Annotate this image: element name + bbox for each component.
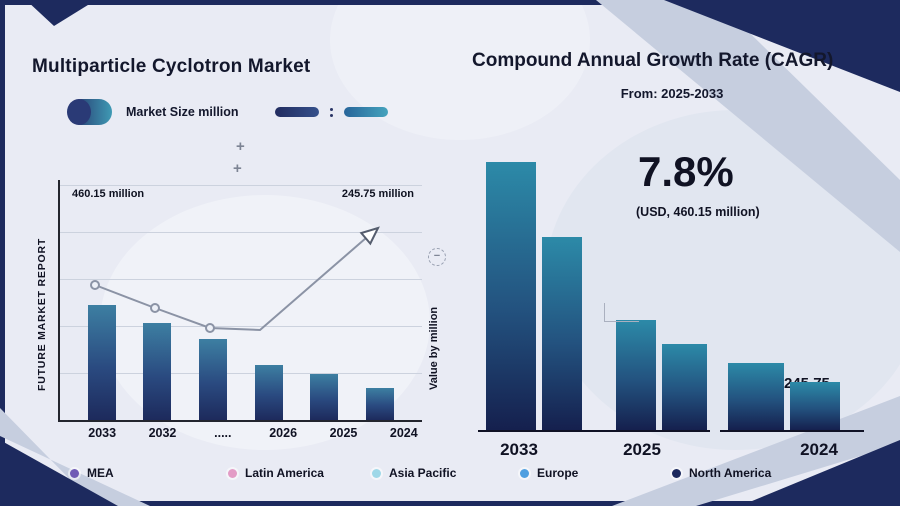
left-bar-slot bbox=[249, 365, 289, 420]
legend-item-north-america: North America bbox=[672, 466, 771, 480]
left-bar-slot bbox=[193, 339, 233, 420]
right-bar-group-2025 bbox=[616, 320, 707, 430]
legend-label: Latin America bbox=[245, 466, 324, 480]
right-axis-label-2033: 2033 bbox=[500, 440, 538, 459]
left-bar-slot bbox=[82, 305, 122, 420]
cagr-note: (USD, 460.15 million) bbox=[636, 205, 760, 219]
left-axis-label-2025: 2025 bbox=[329, 426, 358, 440]
baseline-left bbox=[478, 430, 710, 432]
left-bar-2026 bbox=[254, 365, 283, 420]
bracket-decoration bbox=[604, 303, 639, 322]
trend-marker bbox=[205, 323, 215, 333]
left-axis-label-2024: 2024 bbox=[389, 426, 418, 440]
left-y-axis-label: FUTURE MARKET REPORT bbox=[36, 237, 48, 392]
right-bar-group-2024 bbox=[728, 363, 840, 430]
trend-marker bbox=[90, 280, 100, 290]
right-bar-2024-secondary bbox=[790, 382, 840, 430]
left-chart-title: Multiparticle Cyclotron Market bbox=[32, 56, 311, 77]
asia-pacific-dot-icon bbox=[372, 468, 381, 478]
cagr-value: 7.8% bbox=[638, 148, 734, 195]
right-chart-title: Compound Annual Growth Rate (CAGR) bbox=[472, 50, 834, 71]
legend-item-asia-pacific: Asia Pacific bbox=[372, 466, 456, 480]
frame-left-strip bbox=[0, 0, 5, 506]
left-bar-..... bbox=[199, 339, 228, 420]
left-bar-2024 bbox=[366, 388, 395, 420]
region-legend: MEA Latin America Asia Pacific Europe North … bbox=[0, 466, 900, 492]
legend-label: Europe bbox=[537, 466, 579, 480]
annotation-245-million: 245.75 million bbox=[341, 188, 414, 200]
plus-decoration: + bbox=[233, 160, 242, 177]
left-bar-slot bbox=[360, 388, 400, 420]
decorative-pill-teal bbox=[343, 107, 388, 117]
right-y-axis-label: Value by million bbox=[428, 306, 440, 390]
left-x-axis-labels: 2033 2032..... 2026 2025 2024 bbox=[58, 426, 448, 440]
latin-america-dot-icon bbox=[228, 468, 237, 478]
right-axis-label-2025: 2025 bbox=[623, 440, 661, 459]
corner-accent-top-right bbox=[664, 0, 900, 92]
mea-dot-icon bbox=[70, 468, 79, 478]
right-bar-2033-primary bbox=[486, 162, 536, 430]
trend-marker bbox=[150, 303, 160, 313]
right-axis-label-2024: 2024 bbox=[800, 440, 838, 459]
arrow-head-icon bbox=[359, 226, 380, 246]
annotation-460-million: 460.15 million bbox=[72, 188, 145, 200]
legend-item-europe: Europe bbox=[520, 466, 578, 480]
trend-line-arrow bbox=[90, 226, 380, 333]
corner-accent-top-left bbox=[26, 0, 96, 26]
plus-decoration: + bbox=[236, 138, 245, 155]
left-bar-slot bbox=[304, 374, 344, 420]
right-bar-2025-primary bbox=[616, 320, 656, 430]
left-bar-2032 bbox=[143, 323, 172, 420]
left-bars-container bbox=[60, 180, 422, 420]
right-chart-subtitle: From: 2025-2033 bbox=[620, 86, 724, 101]
cylinder-icon bbox=[67, 99, 112, 125]
frame-bottom-strip bbox=[0, 501, 900, 506]
legend-label: Asia Pacific bbox=[389, 466, 457, 480]
left-bar-slot bbox=[137, 323, 177, 420]
decorative-dots-separator bbox=[329, 107, 333, 117]
europe-dot-icon bbox=[520, 468, 529, 478]
north-america-dot-icon bbox=[672, 468, 681, 478]
legend-label: MEA bbox=[87, 466, 114, 480]
right-bar-group-2033 bbox=[486, 162, 582, 430]
left-bar-chart: 460.15 million 245.75 million bbox=[58, 180, 422, 422]
left-axis-label-2032: 2032 bbox=[148, 426, 177, 440]
legend-item-mea: MEA bbox=[70, 466, 114, 480]
minus-glyph: − bbox=[433, 250, 441, 262]
left-axis-label-2033: 2033 bbox=[88, 426, 117, 440]
left-bar-2025 bbox=[310, 374, 339, 420]
legend-item-latin-america: Latin America bbox=[228, 466, 324, 480]
left-chart-legend: Market Size million bbox=[62, 94, 388, 130]
baseline-right bbox=[720, 430, 864, 432]
decorative-pill-navy bbox=[274, 107, 319, 117]
right-bar-2033-secondary bbox=[542, 237, 582, 430]
left-bar-2033 bbox=[87, 305, 116, 420]
legend-label: North America bbox=[689, 466, 772, 480]
market-size-legend-label: Market Size million bbox=[126, 105, 239, 119]
minus-decoration: − bbox=[428, 248, 446, 266]
right-bar-2024-primary bbox=[728, 363, 784, 430]
left-axis-label-2026: 2026 bbox=[269, 426, 298, 440]
left-axis-label-.....: ..... bbox=[214, 426, 232, 440]
right-bar-2025-secondary bbox=[662, 344, 707, 430]
